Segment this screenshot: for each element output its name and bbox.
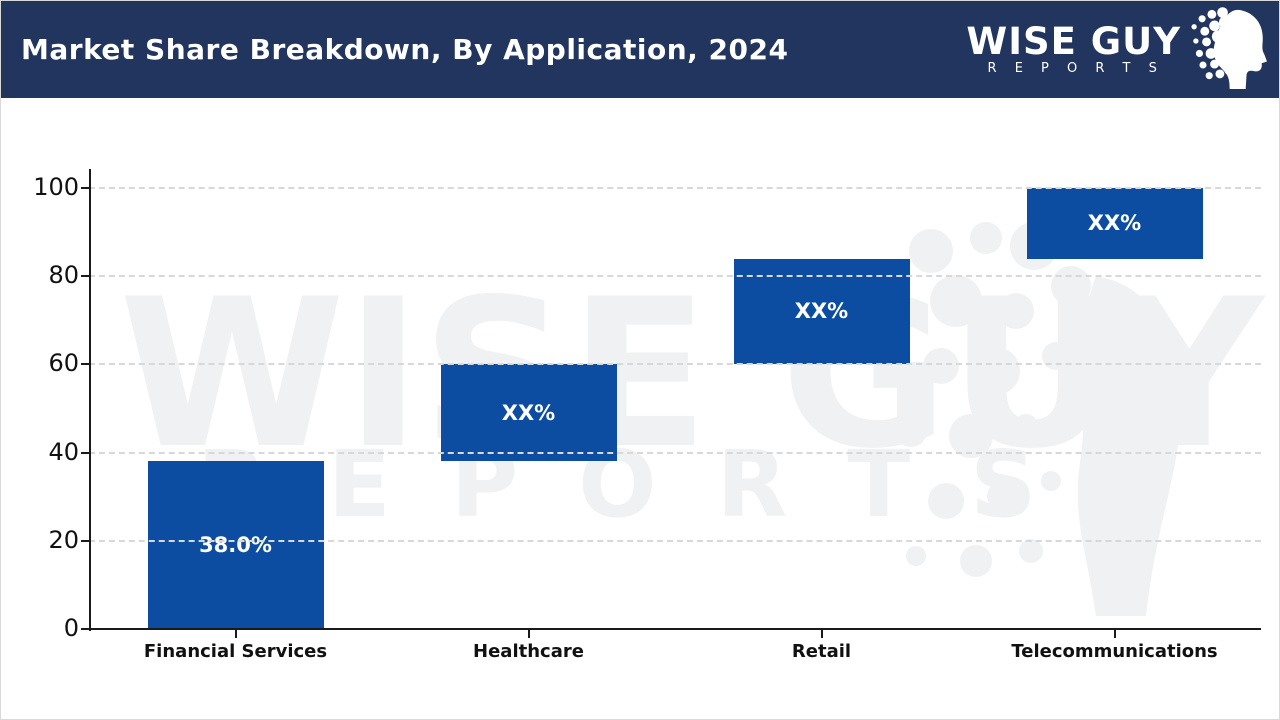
gridline-80 xyxy=(89,275,1261,278)
bar-value-label: XX% xyxy=(794,299,849,324)
y-tick-mark xyxy=(81,539,89,542)
x-tick-mark xyxy=(820,630,823,638)
bar-healthcare[interactable]: XX% xyxy=(440,364,617,462)
y-tick-mark xyxy=(81,187,89,189)
brand-name: WISE GUY xyxy=(966,20,1181,64)
y-tick-mark xyxy=(81,275,89,278)
y-axis-line xyxy=(89,169,91,631)
x-tick-mark xyxy=(1113,630,1116,638)
brand-logo-text: WISE GUY R E P O R T S xyxy=(966,20,1181,76)
x-axis-line xyxy=(89,628,1261,630)
bar-value-label: XX% xyxy=(501,400,556,425)
y-tick-mark xyxy=(81,363,89,366)
bar-financial-services[interactable]: 38.0% xyxy=(147,461,324,629)
bar-value-label: 38.0% xyxy=(199,533,272,558)
header-bar: Market Share Breakdown, By Application, … xyxy=(1,1,1279,98)
brand-logo: WISE GUY R E P O R T S xyxy=(966,7,1267,91)
gridline-40 xyxy=(89,451,1261,454)
y-tick-label-20: 20 xyxy=(48,525,79,554)
gridline-100 xyxy=(89,187,1261,189)
y-tick-label-60: 60 xyxy=(48,349,79,378)
y-tick-label-80: 80 xyxy=(48,261,79,290)
page-title: Market Share Breakdown, By Application, … xyxy=(21,33,789,66)
gridline-60 xyxy=(89,363,1261,366)
x-category-label-financial-services: Financial Services xyxy=(143,641,328,662)
brand-head-icon xyxy=(1191,7,1267,90)
brand-subname: R E P O R T S xyxy=(987,60,1164,76)
bar-telecommunications[interactable]: XX% xyxy=(1026,188,1203,259)
x-category-label-telecommunications: Telecommunications xyxy=(1011,641,1218,662)
y-tick-mark xyxy=(81,451,89,454)
x-category-label-retail: Retail xyxy=(791,641,852,662)
x-tick-mark xyxy=(527,630,530,638)
bar-value-label: XX% xyxy=(1087,211,1142,236)
y-tick-label-100: 100 xyxy=(33,173,79,201)
x-category-label-healthcare: Healthcare xyxy=(473,641,584,662)
y-tick-label-40: 40 xyxy=(48,437,79,466)
x-tick-mark xyxy=(234,630,237,638)
y-tick-label-0: 0 xyxy=(63,614,79,642)
y-tick-mark xyxy=(81,628,89,630)
gridline-20 xyxy=(89,539,1261,542)
